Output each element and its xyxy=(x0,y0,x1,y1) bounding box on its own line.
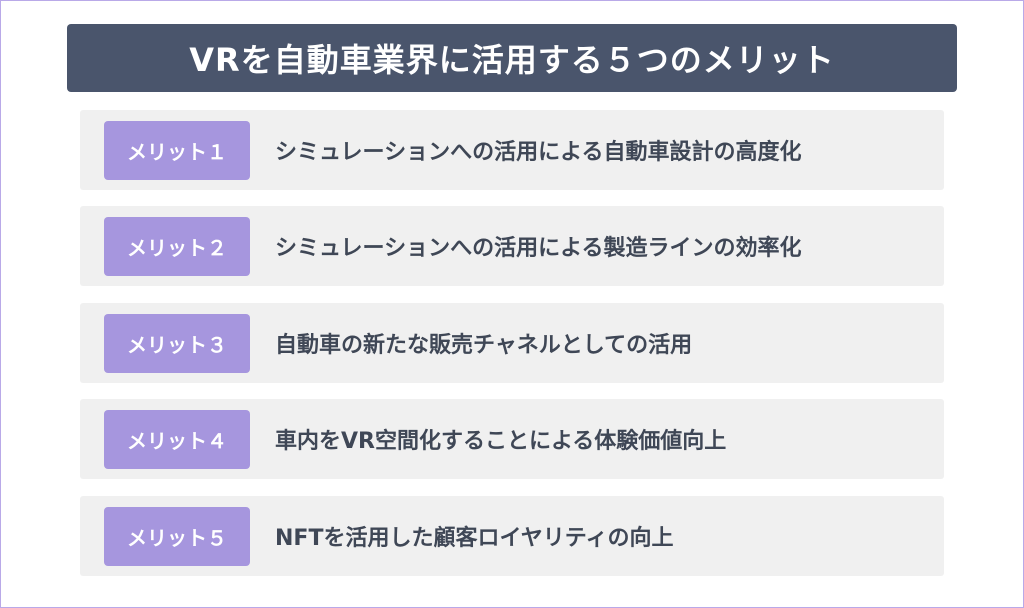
merit-badge: メリット３ xyxy=(104,314,250,373)
merit-badge: メリット１ xyxy=(104,121,250,180)
merit-badge: メリット５ xyxy=(104,507,250,566)
list-item: メリット４ 車内をVR空間化することによる体験価値向上 xyxy=(80,399,944,479)
merit-badge: メリット２ xyxy=(104,217,250,276)
merit-badge: メリット４ xyxy=(104,410,250,469)
merit-text: NFTを活用した顧客ロイヤリティの向上 xyxy=(275,526,674,551)
merit-text: 車内をVR空間化することによる体験価値向上 xyxy=(275,429,727,454)
merit-text: シミュレーションへの活用による製造ラインの効率化 xyxy=(275,236,802,261)
list-item: メリット１ シミュレーションへの活用による自動車設計の高度化 xyxy=(80,110,944,190)
list-item: メリット３ 自動車の新たな販売チャネルとしての活用 xyxy=(80,303,944,383)
list-item: メリット５ NFTを活用した顧客ロイヤリティの向上 xyxy=(80,496,944,576)
page-title: VRを自動車業界に活用する５つのメリット xyxy=(67,24,957,92)
merit-text: シミュレーションへの活用による自動車設計の高度化 xyxy=(275,140,802,165)
merit-text: 自動車の新たな販売チャネルとしての活用 xyxy=(275,333,693,358)
list-item: メリット２ シミュレーションへの活用による製造ラインの効率化 xyxy=(80,206,944,286)
